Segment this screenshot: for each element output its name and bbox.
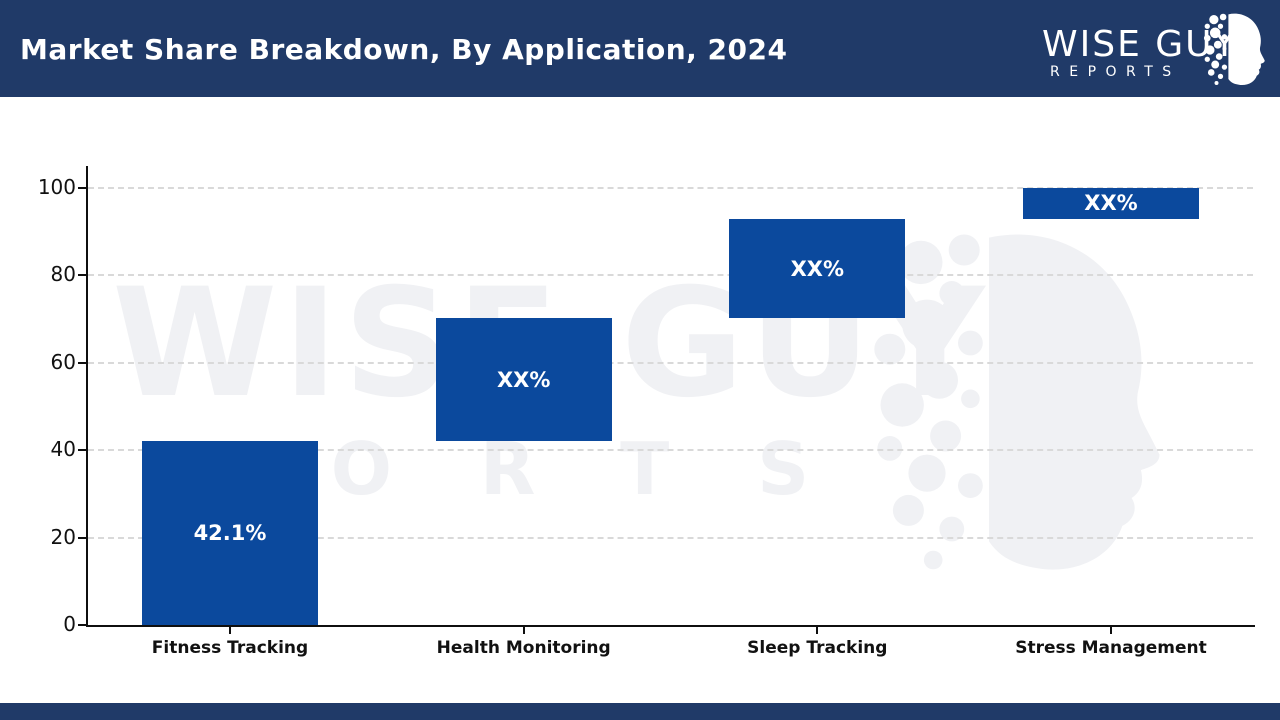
logo-face-icon xyxy=(1203,13,1265,86)
grid-line xyxy=(88,274,1253,276)
bar-value-label: 42.1% xyxy=(193,520,267,545)
x-axis-category-label: Fitness Tracking xyxy=(151,638,309,658)
grid-line xyxy=(88,361,1253,364)
x-axis-tick xyxy=(522,627,525,634)
y-axis-tick xyxy=(78,624,86,626)
bar-health-monitoring: XX% xyxy=(435,318,612,441)
y-axis-spine xyxy=(86,166,88,626)
wise-guy-reports-logo: WISE GUY REPORTS xyxy=(1008,4,1272,94)
bar-stress-management: XX% xyxy=(1023,187,1199,220)
grid-line xyxy=(88,449,1253,451)
x-axis-tick xyxy=(816,627,819,634)
grid-line xyxy=(88,536,1253,539)
logo-reports-text: REPORTS xyxy=(1050,64,1181,80)
chart-canvas: WISE GUY PORTS 42.1% XX% XX% XX% 0 20 40 60 80 10… xyxy=(0,97,1280,703)
y-axis-tick-label: 40 xyxy=(50,437,76,461)
y-axis-tick-label: 80 xyxy=(50,262,76,286)
bar-value-label: XX% xyxy=(790,256,845,281)
footer-bar xyxy=(0,703,1280,720)
y-axis-tick xyxy=(78,274,86,276)
grid-line xyxy=(88,186,1253,189)
x-axis-category-label: Health Monitoring xyxy=(436,638,611,658)
x-axis-tick xyxy=(229,627,231,634)
y-axis-tick xyxy=(78,449,86,451)
bar-fitness-tracking: 42.1% xyxy=(142,440,318,625)
y-axis-tick xyxy=(78,186,86,189)
y-axis-tick-label: 0 xyxy=(63,612,76,636)
x-axis-category-label: Sleep Tracking xyxy=(747,638,888,658)
y-axis-tick xyxy=(78,361,86,364)
page-title: Market Share Breakdown, By Application, … xyxy=(20,33,788,66)
y-axis-tick-label: 20 xyxy=(50,524,76,549)
x-axis-spine xyxy=(86,625,1255,627)
x-axis-category-label: Stress Management xyxy=(1015,638,1207,658)
bar-sleep-tracking: XX% xyxy=(729,219,906,319)
y-axis-tick xyxy=(78,536,86,539)
logo-wiseguy-text: WISE GUY xyxy=(1042,24,1238,65)
bar-value-label: XX% xyxy=(496,367,551,392)
y-axis-tick-label: 100 xyxy=(37,174,76,199)
watermark-face-icon xyxy=(874,234,1160,570)
header-bar: Market Share Breakdown, By Application, … xyxy=(0,0,1280,97)
x-axis-tick xyxy=(1110,627,1112,634)
bar-value-label: XX% xyxy=(1084,191,1138,216)
y-axis-tick-label: 60 xyxy=(50,349,76,374)
